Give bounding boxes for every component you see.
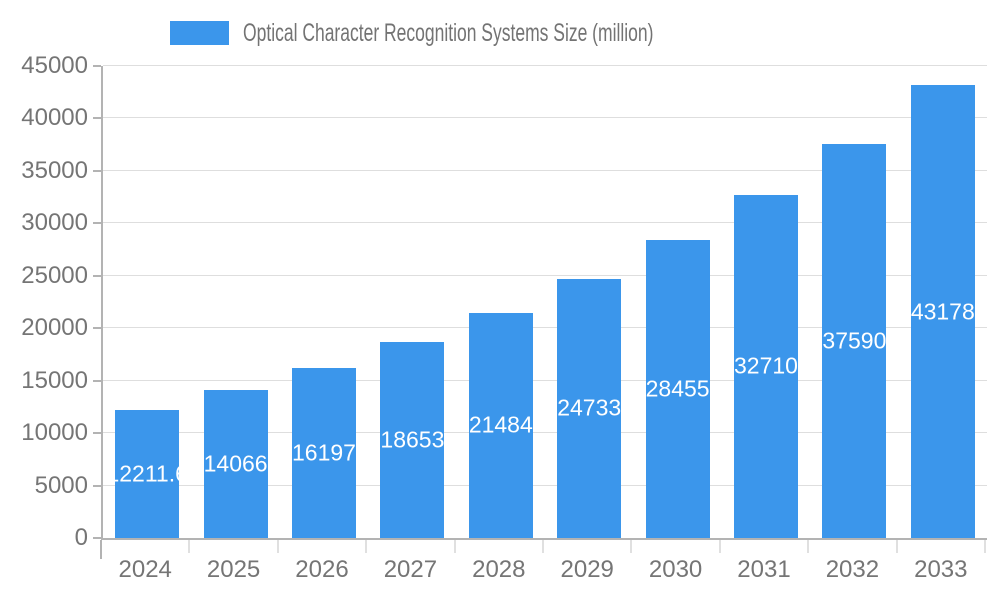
y-axis-tick-label: 10000 (21, 419, 88, 447)
bar-2028: 21484 (468, 312, 533, 538)
y-gridline (103, 484, 987, 486)
bar-value-label: 12211.6 (115, 460, 179, 487)
x-axis-boundary-tick (365, 540, 368, 553)
legend-swatch-icon (170, 21, 229, 45)
x-axis-tick-label: 2028 (472, 556, 526, 583)
bar-2030: 28455 (645, 239, 710, 538)
y-axis-tick-label: 20000 (21, 314, 88, 342)
bar-value-label: 21484 (468, 411, 533, 438)
y-axis-tick-label: 0 (74, 524, 88, 551)
x-axis-boundary-tick (188, 540, 191, 553)
y-gridline (103, 274, 987, 276)
bar-2026: 16197 (292, 368, 356, 538)
x-axis-tick-label: 2027 (383, 556, 438, 583)
x-axis-tick-label: 2031 (737, 556, 791, 583)
bar-value-label: 24733 (557, 394, 622, 421)
x-axis-boundary-tick (984, 540, 986, 553)
y-axis-tick (93, 274, 101, 277)
y-axis-tick (93, 169, 101, 172)
y-axis-tick-label: 40000 (21, 104, 88, 132)
y-axis-tick-label: 5000 (34, 471, 88, 499)
y-axis-tick (93, 484, 101, 487)
bar-value-label: 32710 (734, 352, 798, 379)
x-axis-tick-label: 2032 (825, 556, 880, 583)
x-axis-tick-label: 2030 (648, 556, 703, 583)
bar-value-label: 16197 (292, 439, 356, 466)
bar-value-label: 28455 (645, 375, 710, 402)
bar-2032: 37590 (822, 143, 887, 538)
y-axis-tick (93, 117, 101, 120)
y-axis-tick-label: 35000 (21, 156, 88, 184)
bar-2027: 18653 (380, 342, 445, 538)
chart-legend[interactable]: Optical Character Recognition Systems Si… (170, 17, 829, 49)
bar-2029: 24733 (557, 278, 622, 538)
y-gridline (103, 169, 987, 171)
bar-2025: 14066 (203, 390, 268, 538)
x-axis-tick-label: 2025 (206, 556, 261, 583)
y-axis-tick (93, 222, 101, 225)
x-axis-corner-tick (100, 540, 102, 559)
bar-value-label: 43178 (910, 298, 975, 325)
y-gridline (103, 432, 987, 434)
bar-value-label: 37590 (822, 327, 887, 354)
y-axis-tick-label: 45000 (21, 52, 88, 79)
y-axis-tick-label: 25000 (21, 261, 88, 289)
y-gridline (103, 379, 987, 381)
y-gridline (103, 327, 987, 329)
x-axis-boundary-tick (718, 540, 721, 553)
x-axis-tick-label: 2033 (914, 556, 968, 583)
y-gridline (103, 222, 987, 224)
x-axis-boundary-tick (276, 540, 279, 553)
x-axis-boundary-tick (630, 540, 633, 553)
bar-value-label: 18653 (380, 426, 445, 453)
y-gridline (103, 117, 987, 119)
y-axis-tick-label: 30000 (21, 209, 88, 237)
x-axis-boundary-tick (542, 540, 544, 553)
y-axis-tick (93, 327, 101, 330)
bar-2031: 32710 (734, 194, 798, 538)
y-axis-tick (93, 379, 101, 382)
x-axis-boundary-tick (453, 540, 456, 553)
plot-area: 12211.6 14066 16197 18653 21484 24733 28455 327… (101, 65, 987, 540)
x-axis-boundary-tick (807, 540, 810, 553)
x-axis-boundary-tick (895, 540, 898, 553)
x-axis-tick-label: 2026 (295, 556, 349, 583)
x-axis-tick-label: 2024 (118, 556, 172, 583)
x-axis-tick-label: 2029 (560, 556, 614, 583)
bar-value-label: 14066 (203, 450, 268, 477)
legend-label: Optical Character Recognition Systems Si… (243, 18, 654, 47)
y-axis-tick (93, 65, 101, 67)
y-axis-tick (93, 432, 101, 435)
y-axis-tick-label: 15000 (21, 366, 88, 394)
y-axis-tick (93, 537, 101, 539)
y-gridline (103, 65, 987, 66)
bar-2024: 12211.6 (115, 409, 180, 538)
bar-2033: 43178 (910, 85, 975, 538)
